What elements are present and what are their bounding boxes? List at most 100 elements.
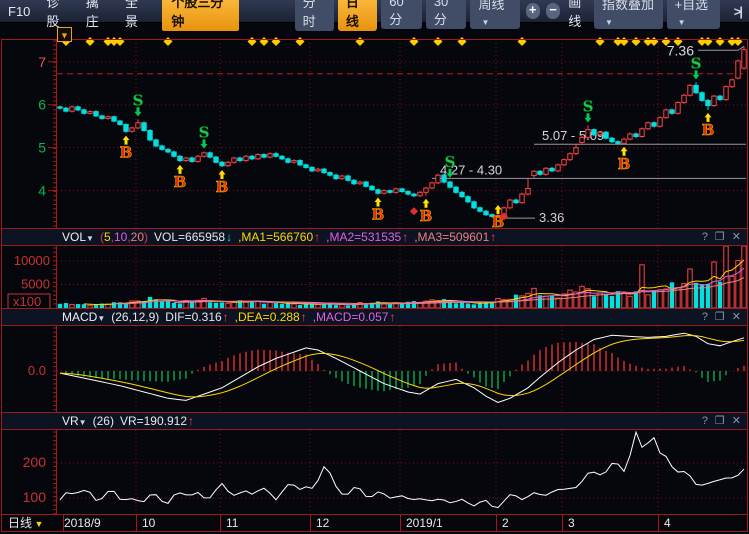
macd-value: ,DEA=0.288 — [234, 310, 300, 324]
volume-ma1-line — [83, 259, 745, 306]
time-axis-label: 2019/1 — [406, 516, 443, 530]
diamond-marker — [457, 37, 467, 46]
diamond-marker — [259, 37, 269, 46]
time-axis-label: 4 — [664, 516, 671, 530]
buy-signal: B — [372, 205, 385, 223]
menu-f10[interactable]: F10 — [8, 3, 31, 19]
macd-histogram-layer — [65, 341, 745, 392]
low-price-label: 3.36 — [539, 210, 564, 225]
stock-3min-button[interactable]: 个股三分钟 — [162, 0, 239, 31]
macd-dif-line — [59, 332, 745, 404]
add-watchlist-button[interactable]: +自选▼ — [666, 0, 720, 29]
red-diamond-marker — [500, 212, 508, 221]
collapse-panel-icon[interactable]: >| — [733, 3, 743, 19]
axis-tick — [310, 515, 311, 531]
draw-line-button[interactable]: 画线 — [568, 0, 582, 29]
period-daily-button[interactable]: 日线 — [337, 0, 378, 31]
price-axis-label: 4 — [38, 183, 46, 199]
close-pane-button[interactable]: ✕ — [731, 231, 741, 243]
macd-title[interactable]: MACD — [62, 310, 98, 324]
diamond-marker — [247, 37, 257, 46]
sell-signal: S — [691, 54, 702, 72]
maximize-pane-button[interactable]: ❐ — [714, 231, 725, 243]
chevron-down-icon: ▼ — [97, 314, 106, 323]
chevron-down-icon: ▼ — [78, 418, 87, 427]
vol-value: ,MA1=566760 — [238, 230, 314, 244]
pane-header-vr: VR▼ (26) VR=190.912↑? ❐ ✕ — [1, 412, 748, 430]
time-axis-label: 2 — [502, 516, 509, 530]
buy-signal: B — [702, 121, 715, 139]
price-axis-label: 7 — [38, 54, 46, 70]
volume-ma3-line — [173, 277, 745, 305]
maximize-pane-button[interactable]: ❐ — [714, 311, 725, 323]
maximize-pane-button[interactable]: ❐ — [714, 415, 725, 427]
axis-tick — [400, 515, 401, 531]
diamond-marker — [715, 37, 725, 46]
menu-panorama[interactable]: 全景 — [125, 0, 139, 29]
period-intraday-button[interactable]: 分时 — [294, 0, 334, 31]
buy-signal: B — [420, 207, 433, 225]
period-30min-button[interactable]: 30分 — [425, 0, 467, 29]
vr-title[interactable]: VR — [62, 414, 79, 428]
help-button[interactable]: ? — [701, 415, 708, 427]
help-button[interactable]: ? — [701, 311, 708, 323]
time-axis-label: 10 — [142, 516, 156, 530]
high-price-label: 7.36 — [667, 42, 694, 58]
zoom-out-button[interactable]: − — [545, 3, 561, 19]
up-arrow-icon: ↑ — [300, 310, 307, 324]
diamond-marker — [163, 37, 173, 46]
annotation-layer: 5.07 - 5.094.27 - 4.307.363.36 — [432, 42, 746, 225]
menu-diagnose-stock[interactable]: 诊股 — [46, 0, 60, 29]
vol-params: , — [127, 230, 131, 244]
vol-value: ,MA3=509601 — [414, 230, 490, 244]
vol-params: 10 — [113, 230, 128, 244]
close-pane-button[interactable]: ✕ — [731, 311, 741, 323]
pane-header-volume: VOL▼ (5,10,20) VOL=665958↓ ,MA1=566760↑ ,MA2… — [1, 228, 748, 246]
macd-zero-label: 0.0 — [28, 363, 46, 378]
vol-params: ( — [99, 230, 104, 244]
period-60min-button[interactable]: 60分 — [381, 0, 422, 29]
volume-axis-label: 10000 — [14, 253, 50, 268]
buy-signal: B — [618, 155, 631, 173]
vr-axis-label: 200 — [23, 454, 47, 470]
diamond-marker — [433, 37, 443, 46]
index-overlay-button[interactable]: 指数叠加▼ — [593, 0, 663, 29]
time-axis-label: 2018/9 — [64, 516, 101, 530]
buy-signal: B — [216, 178, 229, 196]
arrow-down-icon: ▼ — [32, 519, 44, 529]
vol-title[interactable]: VOL — [62, 230, 87, 244]
price-axis-label: 6 — [38, 97, 46, 113]
diamond-marker — [409, 37, 419, 46]
axis-tick — [562, 515, 563, 531]
diamond-marker — [85, 37, 95, 46]
axis-tick — [136, 515, 137, 531]
diamond-marker — [703, 37, 713, 46]
volume-bars-layer — [57, 245, 747, 309]
sell-signal: S — [133, 91, 144, 109]
up-arrow-icon: ↑ — [402, 230, 409, 244]
diamond-marker — [631, 37, 641, 46]
macd-dea-line — [59, 334, 745, 398]
diamond-marker — [649, 37, 659, 46]
zoom-in-button[interactable]: + — [525, 3, 540, 19]
up-arrow-icon: ↑ — [490, 230, 497, 244]
vr-value: VR=190.912 — [119, 414, 187, 428]
period-weekly-button[interactable]: 周线▼ — [470, 0, 520, 29]
axes-layer: 7 6 5 4 10000 5000 x100 0.0 200 100 — [1, 39, 748, 532]
up-arrow-icon: ↑ — [188, 414, 194, 428]
chevron-down-icon: ▼ — [481, 18, 490, 27]
period-label-box[interactable]: 日线 ▼ — [2, 515, 64, 531]
volume-axis-label: 5000 — [21, 277, 50, 292]
close-pane-button[interactable]: ✕ — [731, 415, 741, 427]
chevron-down-icon: ▼ — [86, 234, 94, 243]
svg-text:▼: ▼ — [60, 31, 69, 41]
help-button[interactable]: ? — [701, 231, 708, 243]
vr-line — [59, 430, 745, 509]
sell-signal: S — [445, 153, 456, 171]
vol-value: VOL=665958 — [154, 230, 226, 244]
chart-flag-marker: ▼ — [57, 27, 72, 42]
vr-params: (26) — [92, 414, 114, 428]
up-arrow-icon: ↑ — [314, 230, 321, 244]
menu-catch-banker[interactable]: 擒庄 — [85, 0, 99, 29]
